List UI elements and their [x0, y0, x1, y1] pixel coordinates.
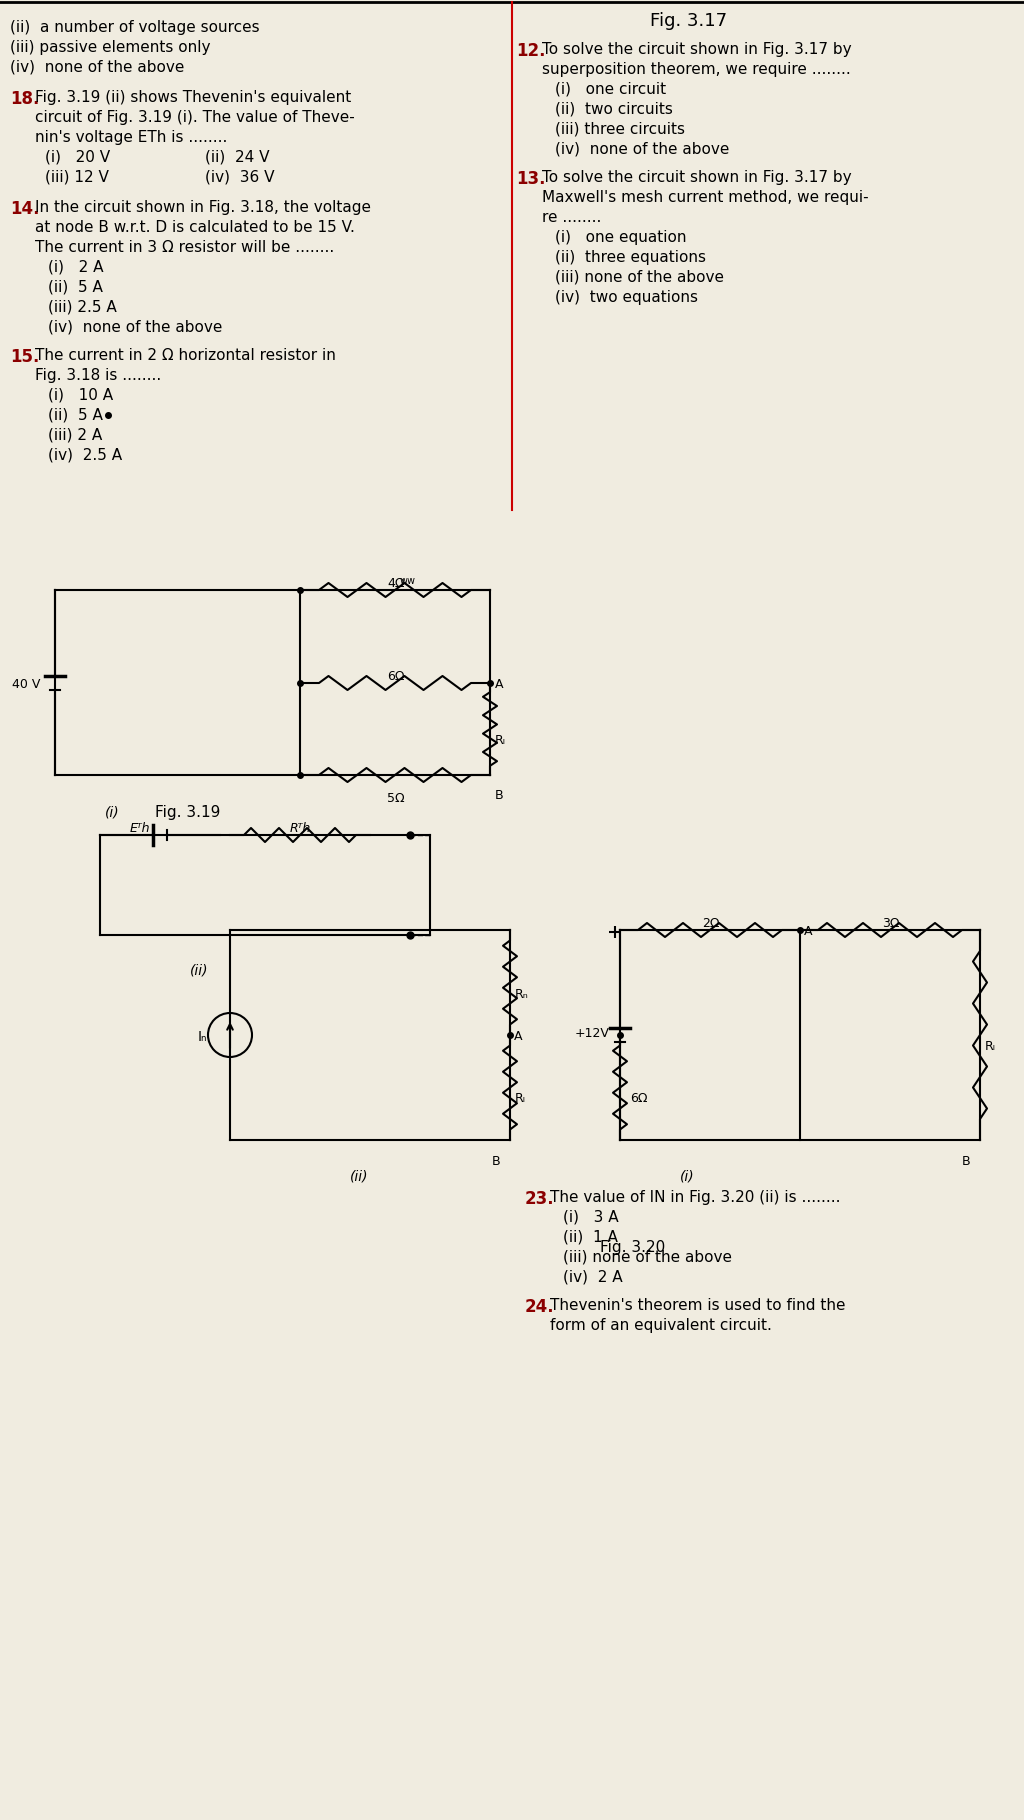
Text: superposition theorem, we require ........: superposition theorem, we require ......… — [542, 62, 851, 76]
Text: Rₗ: Rₗ — [495, 733, 506, 746]
Text: B: B — [495, 790, 504, 803]
Text: at node B w.r.t. D is calculated to be 15 V.: at node B w.r.t. D is calculated to be 1… — [35, 220, 355, 235]
Text: Rₙ: Rₙ — [515, 988, 528, 1001]
Text: 24.: 24. — [525, 1298, 555, 1316]
Text: form of an equivalent circuit.: form of an equivalent circuit. — [550, 1318, 772, 1332]
Text: 14.: 14. — [10, 200, 40, 218]
Text: (iv)  2 A: (iv) 2 A — [563, 1270, 623, 1285]
Text: (ii)  a number of voltage sources: (ii) a number of voltage sources — [10, 20, 260, 35]
Text: Fig. 3.20: Fig. 3.20 — [600, 1239, 666, 1256]
Text: Iₙ: Iₙ — [198, 1030, 208, 1045]
Text: +12V: +12V — [575, 1026, 610, 1039]
Text: circuit of Fig. 3.19 (i). The value of Theve-: circuit of Fig. 3.19 (i). The value of T… — [35, 109, 354, 126]
Text: Eᵀh: Eᵀh — [130, 823, 151, 835]
Text: (i)   2 A: (i) 2 A — [48, 260, 103, 275]
Text: 12.: 12. — [516, 42, 546, 60]
Text: A: A — [804, 925, 812, 937]
Text: A: A — [495, 679, 504, 692]
Text: Rₗ: Rₗ — [985, 1039, 996, 1054]
Text: Rᵀh: Rᵀh — [290, 823, 311, 835]
Text: The value of IN in Fig. 3.20 (ii) is ........: The value of IN in Fig. 3.20 (ii) is ...… — [550, 1190, 841, 1205]
Text: (ii)  5 A: (ii) 5 A — [48, 408, 102, 422]
Text: In the circuit shown in Fig. 3.18, the voltage: In the circuit shown in Fig. 3.18, the v… — [35, 200, 371, 215]
Text: Fig. 3.18 is ........: Fig. 3.18 is ........ — [35, 368, 161, 382]
Text: (ii)  three equations: (ii) three equations — [555, 249, 706, 266]
Text: (ii): (ii) — [350, 1170, 369, 1185]
Text: A: A — [514, 1030, 522, 1043]
Text: Rₗ: Rₗ — [515, 1092, 526, 1105]
Text: 23.: 23. — [525, 1190, 555, 1208]
Text: Fig. 3.19: Fig. 3.19 — [155, 804, 220, 821]
Text: (iv)  two equations: (iv) two equations — [555, 289, 698, 306]
Text: (iv)  2.5 A: (iv) 2.5 A — [48, 448, 122, 462]
Text: (i): (i) — [680, 1170, 694, 1185]
Text: (ii)  5 A: (ii) 5 A — [48, 280, 102, 295]
Text: 2Ω: 2Ω — [702, 917, 720, 930]
Text: (i)   one circuit: (i) one circuit — [555, 82, 667, 96]
Text: re ........: re ........ — [542, 209, 601, 226]
Text: Maxwell's mesh current method, we requi-: Maxwell's mesh current method, we requi- — [542, 189, 868, 206]
Text: The current in 2 Ω horizontal resistor in: The current in 2 Ω horizontal resistor i… — [35, 348, 336, 362]
Text: (iv)  none of the above: (iv) none of the above — [48, 320, 222, 335]
Text: (i)   20 V: (i) 20 V — [45, 149, 111, 166]
Text: The current in 3 Ω resistor will be ........: The current in 3 Ω resistor will be ....… — [35, 240, 334, 255]
Text: (iv)  none of the above: (iv) none of the above — [10, 60, 184, 75]
Text: nin's voltage ETh is ........: nin's voltage ETh is ........ — [35, 129, 227, 146]
Text: (iv)  none of the above: (iv) none of the above — [555, 142, 729, 157]
Text: 15.: 15. — [10, 348, 39, 366]
Text: (i)   10 A: (i) 10 A — [48, 388, 113, 402]
Text: B: B — [492, 1156, 501, 1168]
Text: (iv)  36 V: (iv) 36 V — [205, 169, 274, 186]
Text: (iii) 2.5 A: (iii) 2.5 A — [48, 300, 117, 315]
Text: 6Ω: 6Ω — [630, 1092, 647, 1105]
Text: Thevenin's theorem is used to find the: Thevenin's theorem is used to find the — [550, 1298, 846, 1312]
Text: (ii): (ii) — [190, 963, 209, 977]
Text: (iii) three circuits: (iii) three circuits — [555, 122, 685, 136]
Text: (iii) 12 V: (iii) 12 V — [45, 169, 109, 186]
Text: (iii) none of the above: (iii) none of the above — [563, 1250, 732, 1265]
Text: (ii)  24 V: (ii) 24 V — [205, 149, 269, 166]
Text: Fig. 3.17: Fig. 3.17 — [650, 13, 727, 29]
Text: 4Ω: 4Ω — [387, 577, 404, 590]
Text: To solve the circuit shown in Fig. 3.17 by: To solve the circuit shown in Fig. 3.17 … — [542, 42, 852, 56]
Text: (i): (i) — [105, 804, 120, 819]
Text: (iii) passive elements only: (iii) passive elements only — [10, 40, 211, 55]
Text: 5Ω: 5Ω — [387, 792, 404, 804]
Text: B: B — [962, 1156, 971, 1168]
Text: Fig. 3.19 (ii) shows Thevenin's equivalent: Fig. 3.19 (ii) shows Thevenin's equivale… — [35, 89, 351, 106]
Text: (ii)  1 A: (ii) 1 A — [563, 1230, 617, 1245]
Text: (ii)  two circuits: (ii) two circuits — [555, 102, 673, 116]
Text: 6Ω: 6Ω — [387, 670, 404, 682]
Text: 40 V: 40 V — [12, 677, 40, 690]
Text: (i)   3 A: (i) 3 A — [563, 1210, 618, 1225]
Text: 3Ω: 3Ω — [882, 917, 899, 930]
Text: 18.: 18. — [10, 89, 39, 107]
Text: ww: ww — [400, 575, 416, 586]
Text: To solve the circuit shown in Fig. 3.17 by: To solve the circuit shown in Fig. 3.17 … — [542, 169, 852, 186]
Text: 13.: 13. — [516, 169, 546, 187]
Text: (iii) 2 A: (iii) 2 A — [48, 428, 102, 442]
Text: (iii) none of the above: (iii) none of the above — [555, 269, 724, 286]
Text: (i)   one equation: (i) one equation — [555, 229, 686, 246]
